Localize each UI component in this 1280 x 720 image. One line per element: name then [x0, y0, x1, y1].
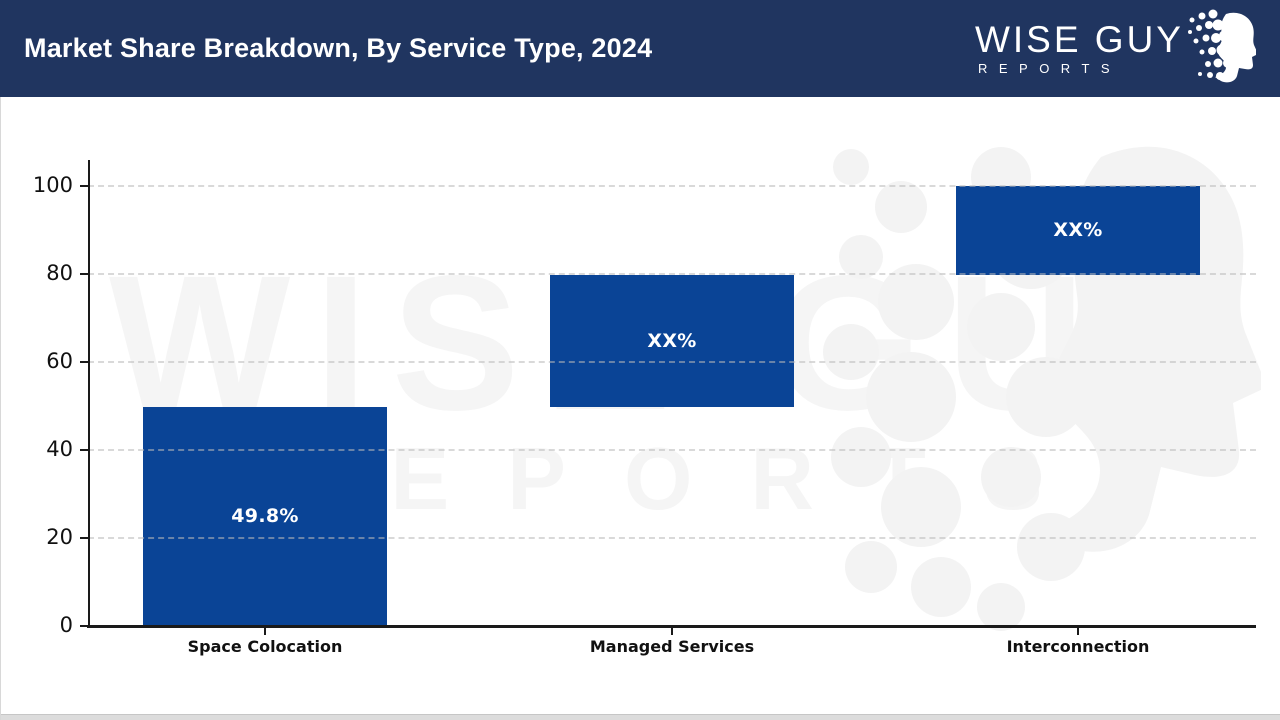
y-tick-mark [80, 537, 88, 539]
x-axis-line [87, 625, 1256, 628]
logo-wordmark: WISE GUY [974, 19, 1184, 60]
x-tick-mark [1077, 628, 1079, 635]
logo-text: WISE GUY REPORTS [975, 21, 1184, 76]
y-tick-label: 80 [46, 261, 73, 285]
gridline-60 [88, 361, 1256, 363]
y-tick-mark [80, 449, 88, 451]
y-tick-label: 100 [32, 173, 73, 197]
y-tick-mark [80, 625, 88, 627]
x-tick-mark [671, 628, 673, 635]
gridline-100 [88, 185, 1256, 187]
x-category-label: Interconnection [1006, 637, 1150, 656]
page-title: Market Share Breakdown, By Service Type,… [24, 33, 653, 63]
y-tick-mark [80, 185, 88, 187]
logo-head-icon [1188, 9, 1256, 82]
y-tick-label: 40 [46, 437, 73, 461]
bar-segment-2: XX% [550, 274, 794, 407]
bar-segment-3: XX% [956, 186, 1200, 275]
x-category-label: Space Colocation [187, 637, 343, 656]
y-tick-label: 0 [59, 613, 73, 637]
x-category-label: Managed Services [589, 637, 755, 656]
gridline-40 [88, 449, 1256, 451]
wise-guy-logo: WISE GUY REPORTS [975, 8, 1256, 90]
y-axis-line [88, 160, 90, 628]
logo-subtitle: REPORTS [977, 61, 1122, 76]
y-tick-label: 20 [46, 525, 73, 549]
y-tick-mark [80, 361, 88, 363]
bottom-border [1, 714, 1280, 720]
y-tick-mark [80, 273, 88, 275]
header-bar: Market Share Breakdown, By Service Type,… [0, 0, 1280, 97]
x-tick-mark [264, 628, 266, 635]
y-tick-label: 60 [46, 349, 73, 373]
chart-area: WISE GUY REPORTS 02040608010049.8%XX%XX%… [0, 97, 1280, 720]
gridline-80 [88, 273, 1256, 275]
bar-segment-1: 49.8% [143, 406, 387, 626]
gridline-20 [88, 537, 1256, 539]
